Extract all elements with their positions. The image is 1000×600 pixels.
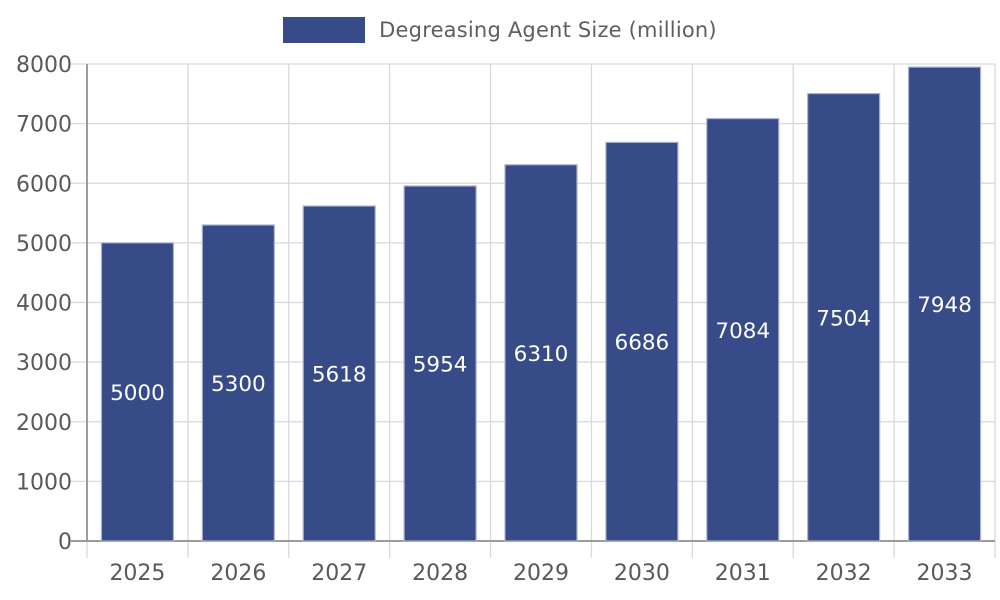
bar bbox=[403, 185, 477, 542]
x-tick-label: 2030 bbox=[614, 561, 670, 586]
x-tick-label: 2031 bbox=[715, 561, 771, 586]
bar-value-label: 6686 bbox=[615, 331, 670, 356]
bar-value-label: 5000 bbox=[110, 381, 165, 406]
bar-value-label: 7504 bbox=[816, 306, 871, 331]
x-tick-label: 2026 bbox=[210, 561, 266, 586]
bar-value-label: 7084 bbox=[715, 319, 770, 344]
legend-swatch bbox=[283, 17, 366, 43]
x-tick-label: 2028 bbox=[412, 561, 468, 586]
chart-legend: Degreasing Agent Size (million) bbox=[0, 17, 1000, 43]
bar bbox=[302, 205, 376, 542]
bar-value-label: 5300 bbox=[211, 372, 266, 397]
bar-value-label: 6310 bbox=[514, 342, 569, 367]
bar bbox=[100, 242, 175, 542]
x-tick-label: 2029 bbox=[513, 561, 569, 586]
y-tick-label: 8000 bbox=[16, 53, 72, 78]
y-tick-label: 7000 bbox=[16, 113, 72, 138]
x-tick-label: 2033 bbox=[917, 561, 973, 586]
bar bbox=[504, 164, 578, 542]
bar bbox=[907, 66, 982, 542]
x-tick-label: 2032 bbox=[816, 561, 872, 586]
bar bbox=[706, 118, 780, 542]
bar-value-label: 5618 bbox=[312, 363, 367, 388]
bar-value-label: 5954 bbox=[413, 352, 468, 377]
bar-value-label: 7948 bbox=[917, 293, 972, 318]
y-tick-label: 3000 bbox=[16, 351, 72, 376]
x-tick-label: 2025 bbox=[109, 561, 165, 586]
y-tick-label: 1000 bbox=[16, 470, 72, 495]
bar bbox=[605, 141, 679, 542]
y-tick-label: 2000 bbox=[16, 411, 72, 436]
bar bbox=[807, 92, 881, 542]
y-tick-label: 6000 bbox=[16, 172, 72, 197]
legend-label: Degreasing Agent Size (million) bbox=[379, 18, 717, 42]
y-tick-label: 0 bbox=[58, 530, 72, 555]
y-tick-label: 4000 bbox=[16, 292, 72, 317]
x-tick-label: 2027 bbox=[311, 561, 367, 586]
y-tick-label: 5000 bbox=[16, 232, 72, 257]
bar bbox=[201, 224, 275, 542]
